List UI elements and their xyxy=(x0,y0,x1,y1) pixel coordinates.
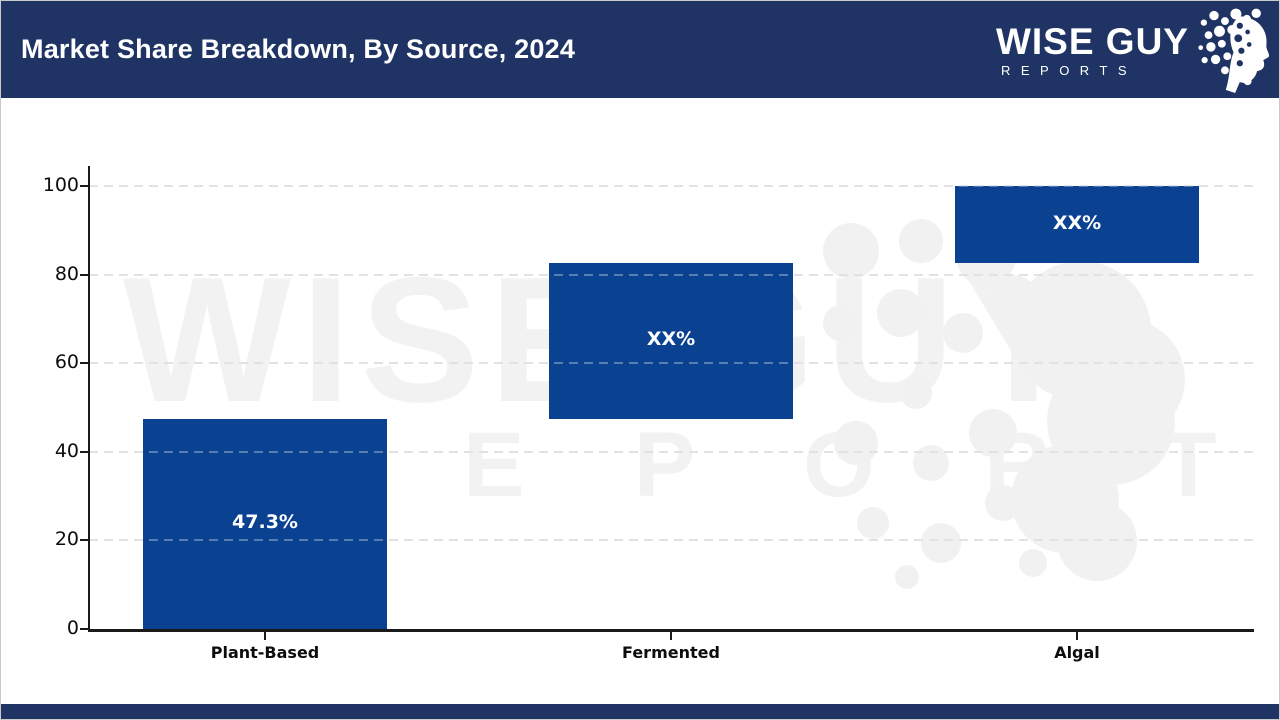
gridline xyxy=(89,450,1254,453)
header-band: Market Share Breakdown, By Source, 2024 … xyxy=(1,1,1279,98)
watermark-dot xyxy=(899,219,943,263)
y-tick xyxy=(80,273,89,276)
x-tick xyxy=(670,632,672,640)
y-axis-tick-label: 20 xyxy=(54,528,79,551)
watermark-dot xyxy=(921,523,961,563)
x-tick xyxy=(1076,632,1078,640)
gridline xyxy=(89,539,1254,542)
bar-fermented xyxy=(549,263,793,420)
watermark-dot xyxy=(900,377,932,409)
x-axis-line xyxy=(88,629,1254,632)
y-axis-tick-label: 100 xyxy=(42,174,79,196)
bar-value-label: 47.3% xyxy=(232,511,298,534)
logo-line2: REPORTS xyxy=(1000,62,1138,78)
watermark-dot xyxy=(823,223,879,279)
y-tick xyxy=(80,185,89,187)
watermark-dot xyxy=(1065,319,1185,439)
y-axis-tick-label: 80 xyxy=(54,262,79,285)
gridline-overlay xyxy=(89,185,1254,187)
bar-plant-based xyxy=(143,419,387,629)
wiseguy-head-icon xyxy=(1198,8,1270,93)
gridline-overlay xyxy=(89,273,1254,276)
y-tick xyxy=(80,450,89,453)
y-tick xyxy=(80,628,89,630)
gridline-overlay xyxy=(89,539,1254,542)
footer-band xyxy=(1,704,1279,719)
bar-value-label: XX% xyxy=(646,328,696,351)
watermark-dot xyxy=(969,409,1017,457)
x-axis-category-label: Algal xyxy=(1054,643,1100,662)
watermark-dot xyxy=(1019,549,1047,577)
gridline-overlay xyxy=(89,450,1254,453)
watermark-dot xyxy=(857,507,889,539)
y-axis-line xyxy=(88,166,90,632)
gridline-overlay xyxy=(89,362,1254,365)
watermark-dot xyxy=(877,289,925,337)
watermark-dot xyxy=(895,565,919,589)
y-tick xyxy=(80,362,89,365)
gridline xyxy=(89,185,1254,187)
wiseguy-logo: WISE GUY REPORTS xyxy=(996,7,1273,93)
page-title: Market Share Breakdown, By Source, 2024 xyxy=(21,34,576,64)
watermark-dot xyxy=(823,305,859,341)
x-axis-category-label: Plant-Based xyxy=(210,643,320,662)
watermark-dot xyxy=(834,421,878,465)
y-axis-tick-label: 60 xyxy=(54,351,79,374)
wiseguy-logo-text: WISE GUY REPORTS xyxy=(996,23,1189,78)
x-tick xyxy=(264,632,266,640)
logo-line1: WISE GUY xyxy=(995,20,1189,62)
y-axis-tick-label: 0 xyxy=(66,617,79,639)
watermark-dot xyxy=(943,313,983,353)
bar-value-label: XX% xyxy=(1052,211,1102,234)
x-axis-category-label: Fermented xyxy=(622,643,720,662)
bar-algal xyxy=(955,186,1199,264)
y-axis-tick-label: 40 xyxy=(54,439,79,462)
y-tick xyxy=(80,539,89,542)
